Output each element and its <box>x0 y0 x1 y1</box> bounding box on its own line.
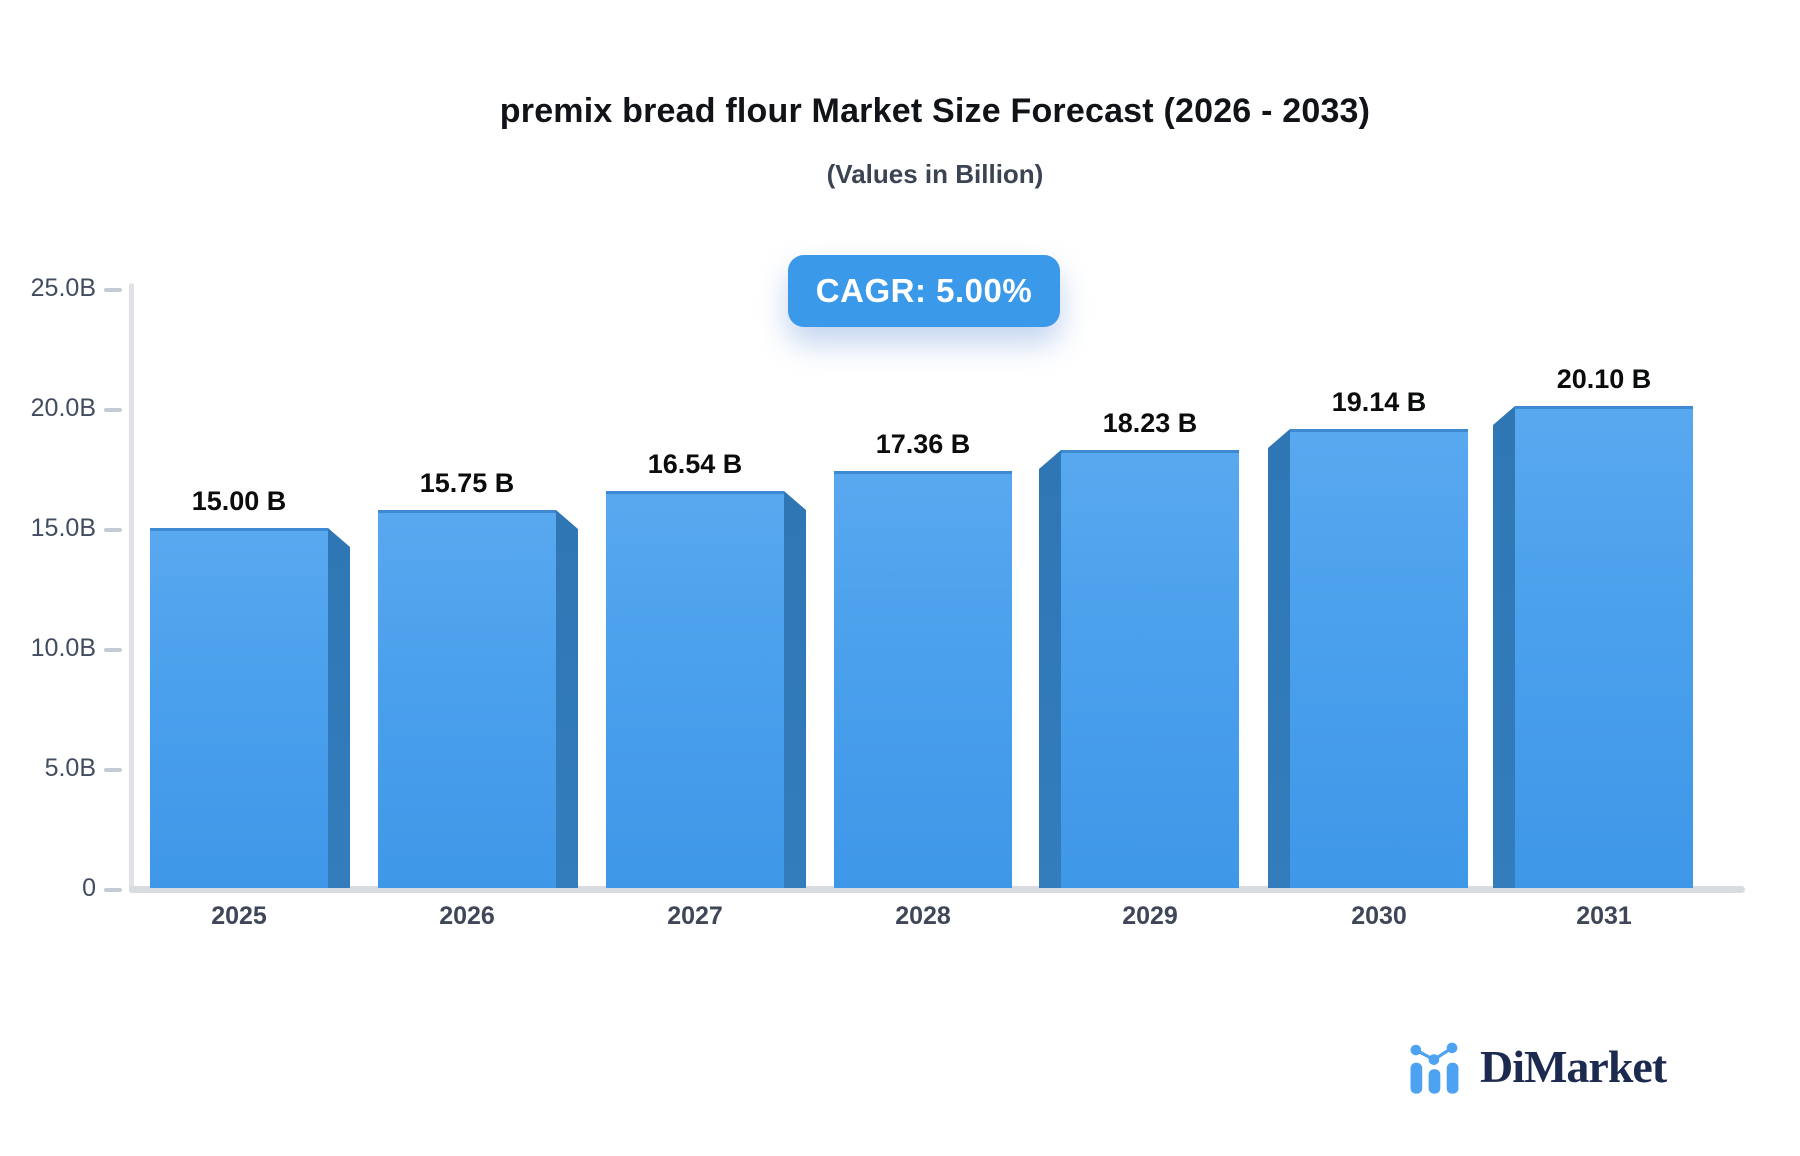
brand-logo: DiMarket <box>1402 1036 1667 1096</box>
bar-chart-logo-icon <box>1410 1042 1459 1094</box>
brand-name: DiMarket <box>1480 1040 1667 1092</box>
cagr-badge: CAGR: 5.00% <box>788 255 1060 327</box>
bar-side-face <box>784 491 806 888</box>
y-axis-tick-mark <box>104 648 122 652</box>
y-axis-tick-mark <box>104 288 122 292</box>
x-axis-category-label: 2026 <box>439 902 495 930</box>
y-axis-tick-label: 15.0B <box>30 514 96 542</box>
bar-value-label: 20.10 B <box>1556 364 1652 394</box>
y-axis-tick-label: 25.0B <box>30 274 96 302</box>
x-axis-category-label: 2030 <box>1351 902 1407 930</box>
bar-side-face <box>1039 450 1061 888</box>
bar-side-face <box>328 528 350 888</box>
bar-2030 <box>1290 429 1468 888</box>
x-axis-category-label: 2027 <box>667 902 723 930</box>
y-axis-tick-label: 0 <box>82 874 96 902</box>
bar-value-label: 15.00 B <box>191 486 287 516</box>
bar-side-face <box>1493 406 1515 888</box>
y-axis-tick-mark <box>104 528 122 532</box>
y-axis-tick-label: 10.0B <box>30 634 96 662</box>
bar-value-label: 18.23 B <box>1102 408 1198 438</box>
bar-2027 <box>606 491 784 888</box>
bar-side-face <box>556 510 578 888</box>
chart-subtitle: (Values in Billion) <box>826 159 1044 189</box>
bar-value-label: 15.75 B <box>419 468 515 498</box>
chart-title: premix bread flour Market Size Forecast … <box>499 92 1371 130</box>
cagr-badge-label: CAGR: 5.00% <box>815 272 1033 309</box>
bar-2031 <box>1515 406 1693 888</box>
y-axis-tick-mark <box>104 768 122 772</box>
y-axis-line <box>129 283 134 893</box>
x-axis-category-label: 2029 <box>1122 902 1178 930</box>
x-axis-category-label: 2028 <box>895 902 951 930</box>
chart-header: premix bread flour Market Size Forecast … <box>130 92 1740 190</box>
bar-2026 <box>378 510 556 888</box>
x-axis-baseline <box>129 886 1745 893</box>
y-axis-tick-label: 20.0B <box>30 394 96 422</box>
bar-2029 <box>1061 450 1239 888</box>
bar-2028 <box>834 471 1012 888</box>
x-axis-category-label: 2025 <box>211 902 267 930</box>
y-axis-tick-label: 5.0B <box>44 754 96 782</box>
bar-side-face <box>1268 429 1290 888</box>
bar-value-label: 16.54 B <box>647 449 743 479</box>
bar-2025 <box>150 528 328 888</box>
x-axis-category-label: 2031 <box>1576 902 1632 930</box>
bar-value-label: 17.36 B <box>875 429 971 459</box>
bar-value-label: 19.14 B <box>1331 387 1427 417</box>
y-axis-tick-mark <box>104 408 122 412</box>
y-axis-tick-mark <box>104 888 122 892</box>
